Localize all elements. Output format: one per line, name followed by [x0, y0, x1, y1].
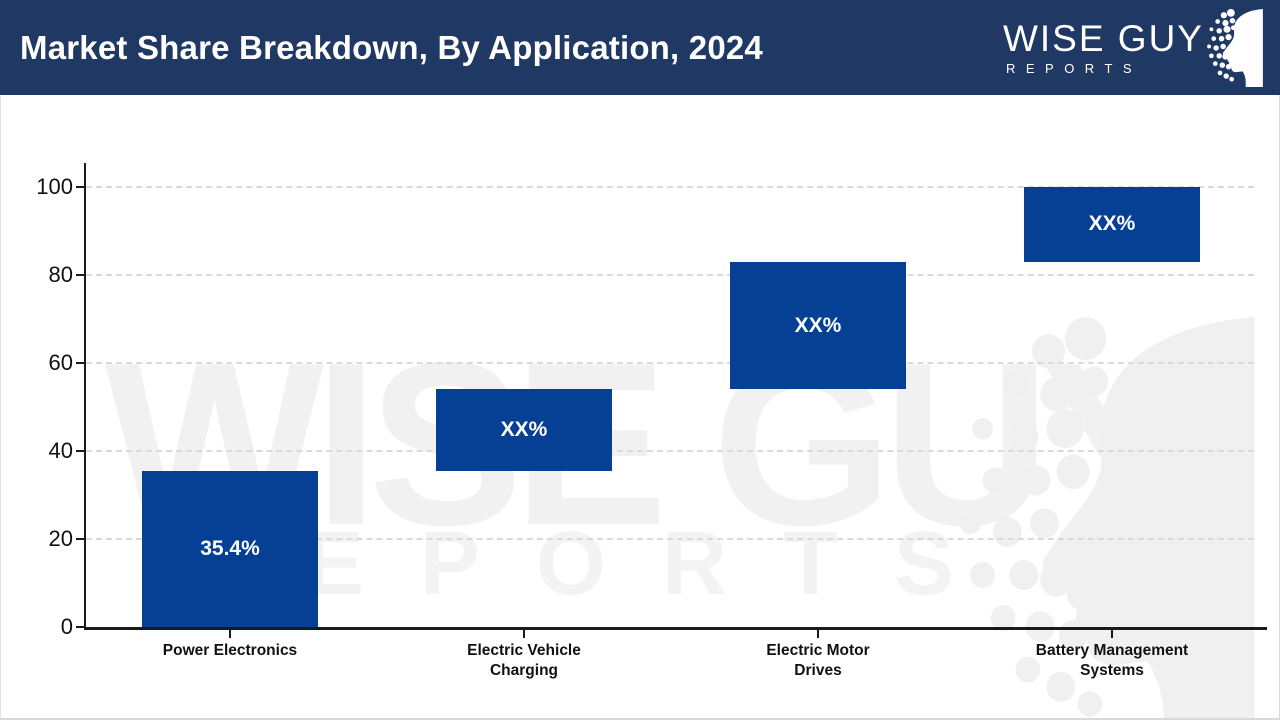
header: Market Share Breakdown, By Application, … — [0, 0, 1280, 95]
y-axis-tick-label: 40 — [48, 438, 73, 463]
gridline — [86, 186, 1254, 188]
y-axis-tick — [76, 450, 84, 452]
logo-text: WISE GUY REPORTS — [1003, 20, 1204, 76]
logo-subtitle: REPORTS — [1005, 60, 1143, 76]
x-axis-tick — [1111, 630, 1113, 638]
gridline — [86, 362, 1254, 364]
gridline — [86, 450, 1254, 452]
chart-panel: WISE GUY REPORTS 0 20 40 60 80 100 35.4% Power … — [0, 95, 1280, 720]
x-axis-category-label: Electric Motor Drives — [766, 642, 870, 679]
bar-segment — [730, 261, 906, 390]
x-axis-tick — [229, 630, 231, 638]
page-title: Market Share Breakdown, By Application, … — [20, 28, 763, 66]
bar-value-label: 35.4% — [200, 537, 260, 561]
x-axis-category-label: Electric Vehicle Charging — [467, 642, 581, 679]
logo-wordmark: WISE GUY — [1002, 17, 1204, 59]
bar-value-label: XX% — [1088, 212, 1136, 236]
y-axis-tick-label: 0 — [60, 614, 73, 639]
bar-segment — [436, 389, 612, 472]
x-axis-tick — [817, 630, 819, 638]
bar-value-label: XX% — [500, 418, 548, 442]
bar-chart: 0 20 40 60 80 100 35.4% Power Electronics XX% Ele… — [1, 95, 1279, 718]
y-axis-tick — [76, 362, 84, 364]
gridline — [86, 274, 1254, 276]
y-axis-tick-label: 60 — [48, 350, 73, 375]
y-axis-tick-label: 80 — [48, 262, 73, 287]
logo-face-icon — [1207, 8, 1263, 87]
x-axis-category-label: Power Electronics — [162, 642, 298, 659]
bar-segment — [1024, 187, 1200, 262]
gridline — [86, 538, 1254, 540]
y-axis-tick — [76, 186, 84, 188]
y-axis-tick — [76, 274, 84, 276]
y-axis-tick — [76, 538, 84, 540]
y-axis-line — [84, 163, 86, 630]
x-axis-tick — [523, 630, 525, 638]
y-axis-tick — [76, 626, 84, 628]
y-axis-tick-label: 20 — [48, 526, 73, 551]
bar-segment — [142, 471, 318, 627]
x-axis-line — [84, 627, 1267, 630]
wise-guy-logo: WISE GUY REPORTS — [1003, 6, 1266, 90]
x-axis-category-label: Battery Management Systems — [1035, 642, 1189, 679]
bar-value-label: XX% — [794, 313, 842, 337]
y-axis-tick-label: 100 — [36, 174, 73, 199]
